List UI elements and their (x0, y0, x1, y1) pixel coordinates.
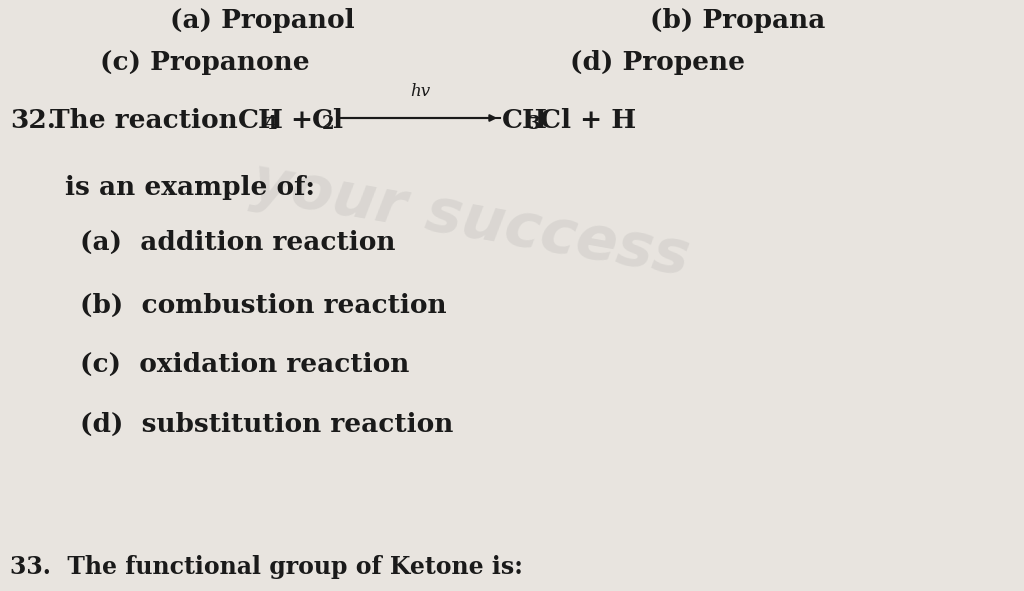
Text: CH: CH (238, 108, 284, 133)
Text: CH: CH (502, 108, 548, 133)
Text: 4: 4 (264, 115, 276, 133)
Text: (d) Propene: (d) Propene (570, 50, 745, 75)
Text: +Cl: +Cl (290, 108, 343, 133)
Text: your success: your success (247, 152, 693, 288)
Text: The reaction: The reaction (50, 108, 238, 133)
Text: Cl + H: Cl + H (540, 108, 636, 133)
Text: (a)  addition reaction: (a) addition reaction (80, 230, 395, 255)
Text: 2: 2 (322, 115, 335, 133)
Text: 3: 3 (528, 115, 541, 133)
Text: hv: hv (410, 83, 430, 100)
Text: (c)  oxidation reaction: (c) oxidation reaction (80, 352, 410, 377)
Text: (b) Propana: (b) Propana (650, 8, 825, 33)
Text: (b)  combustion reaction: (b) combustion reaction (80, 293, 446, 318)
Text: 33.  The functional group of Ketone is:: 33. The functional group of Ketone is: (10, 555, 523, 579)
Text: (d)  substitution reaction: (d) substitution reaction (80, 412, 454, 437)
Text: (c) Propanone: (c) Propanone (100, 50, 309, 75)
Text: is an example of:: is an example of: (65, 175, 315, 200)
Text: 32.: 32. (10, 108, 56, 133)
Text: (a) Propanol: (a) Propanol (170, 8, 354, 33)
